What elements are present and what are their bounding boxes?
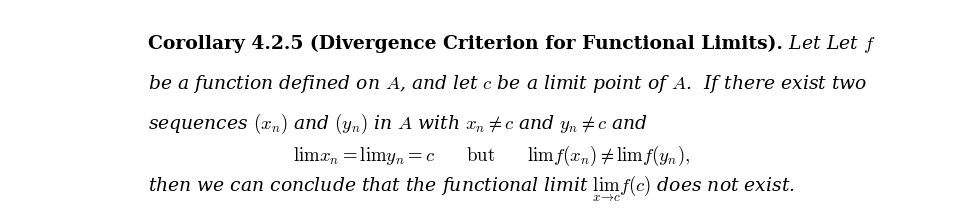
Text: Corollary 4.2.5 (Divergence Criterion for Functional Limits).: Corollary 4.2.5 (Divergence Criterion fo…: [148, 34, 783, 53]
Text: $\lim x_n = \lim y_n = c \qquad \mathrm{but} \qquad \lim f(x_n) \neq \lim f(y_n): $\lim x_n = \lim y_n = c \qquad \mathrm{…: [294, 144, 690, 168]
Text: Let Let $f$: Let Let $f$: [783, 33, 876, 55]
Text: sequences $(x_n)$ and $(y_n)$ in $A$ with $x_n \neq c$ and $y_n \neq c$ and: sequences $(x_n)$ and $(y_n)$ in $A$ wit…: [148, 112, 648, 136]
Text: then we can conclude that the functional limit $\lim_{x \to c} f(c)$ does not ex: then we can conclude that the functional…: [148, 173, 795, 204]
Text: be a function defined on $A$, and let $c$ be a limit point of $A$.  If there exi: be a function defined on $A$, and let $c…: [148, 74, 868, 95]
